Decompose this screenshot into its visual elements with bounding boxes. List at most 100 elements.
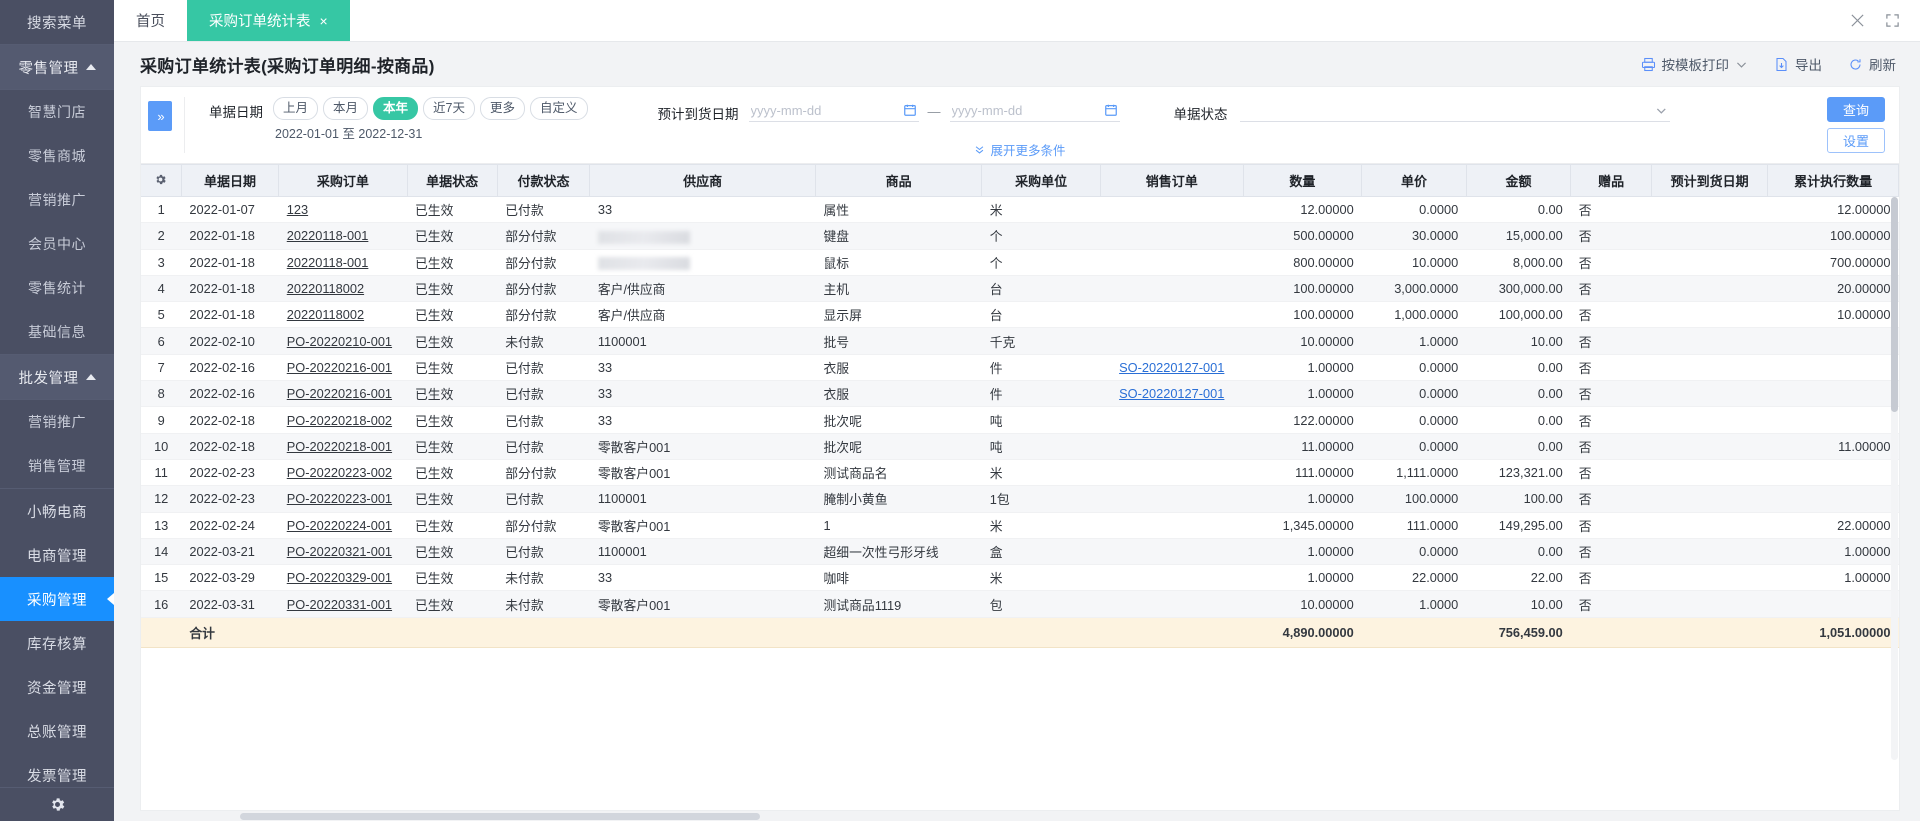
table-row[interactable]: 12 2022-02-23 PO-20220223-001 已生效 已付款 1100001… (141, 485, 1899, 513)
th-amount[interactable]: 金额 (1466, 164, 1572, 197)
tab-home[interactable]: 首页 (114, 0, 187, 41)
cell-purchase-order-link[interactable]: PO-20220329-001 (286, 570, 393, 586)
sidebar-item-marketing-promo-retail[interactable]: 营销推广 (0, 178, 114, 222)
quick-range-last-month[interactable]: 上月 (273, 97, 319, 120)
doc-status-input[interactable] (1241, 102, 1655, 118)
cell-purchase-order-link[interactable]: PO-20220210-001 (286, 333, 393, 349)
sidebar-item-fund-management[interactable]: 资金管理 (0, 665, 114, 709)
cell-sales-order-link[interactable]: SO-20220127-001 (1119, 386, 1225, 402)
table-row[interactable]: 2 2022-01-18 20220118-001 已生效 部分付款 键盘个 500.000… (141, 222, 1899, 250)
sidebar-item-smart-store[interactable]: 智慧门店 (0, 90, 114, 134)
cell-purchase-order[interactable]: PO-20220224-001 (278, 512, 407, 539)
sidebar-item-purchase-management[interactable]: 采购管理 (0, 577, 114, 621)
eta-from-field[interactable] (748, 101, 919, 122)
th-unit-price[interactable]: 单价 (1361, 164, 1467, 197)
cell-purchase-order[interactable]: PO-20220329-001 (278, 564, 407, 592)
sidebar-search-menu[interactable]: 搜索菜单 (0, 0, 114, 44)
table-row[interactable]: 11 2022-02-23 PO-20220223-002 已生效 部分付款 零散客户00… (141, 459, 1899, 487)
cell-purchase-order-link[interactable]: PO-20220223-002 (286, 465, 393, 481)
table-row[interactable]: 14 2022-03-21 PO-20220321-001 已生效 已付款 1100001… (141, 538, 1899, 566)
cell-purchase-order[interactable]: PO-20220216-001 (278, 380, 407, 408)
eta-from-input[interactable] (750, 102, 903, 118)
cell-purchase-order[interactable]: 20220118-001 (278, 249, 407, 276)
cell-purchase-order[interactable]: 123 (278, 196, 407, 224)
sidebar-item-sales-management[interactable]: 销售管理 (0, 444, 114, 488)
table-row[interactable]: 8 2022-02-16 PO-20220216-001 已生效 已付款 33 衣服件 SO-… (141, 380, 1899, 408)
cell-purchase-order[interactable]: PO-20220216-001 (278, 354, 407, 382)
fullscreen-icon[interactable] (1885, 13, 1900, 28)
eta-to-field[interactable] (949, 101, 1120, 122)
th-gift[interactable]: 赠品 (1570, 164, 1652, 197)
expand-more-conditions[interactable]: 展开更多条件 (974, 140, 1066, 159)
quick-range-this-month[interactable]: 本月 (323, 97, 369, 120)
quick-range-last-7-days[interactable]: 近7天 (423, 97, 475, 120)
cell-purchase-order-link[interactable]: 20220118-001 (286, 228, 369, 244)
th-doc-status[interactable]: 单据状态 (407, 164, 498, 197)
sidebar-item-inventory-accounting[interactable]: 库存核算 (0, 621, 114, 665)
calendar-icon[interactable] (1104, 103, 1118, 117)
cell-purchase-order-link[interactable]: PO-20220218-001 (286, 438, 393, 454)
cell-sales-order[interactable]: SO-20220127-001 (1100, 354, 1243, 382)
sidebar-group-retail[interactable]: 零售管理 (0, 45, 114, 89)
tab-close-icon[interactable]: × (319, 12, 328, 29)
table-row[interactable]: 9 2022-02-18 PO-20220218-002 已生效 已付款 33 批次呢吨 12… (141, 406, 1899, 434)
chevron-down-icon[interactable] (1735, 58, 1748, 71)
cell-purchase-order[interactable]: PO-20220218-002 (278, 406, 407, 434)
th-cumulative-qty[interactable]: 累计执行数量 (1767, 164, 1899, 197)
cell-purchase-order-link[interactable]: PO-20220216-001 (286, 386, 393, 402)
export-button[interactable]: 导出 (1774, 54, 1822, 74)
sidebar-item-xiaochang-ecommerce[interactable]: 小畅电商 (0, 489, 114, 533)
sidebar-item-general-ledger[interactable]: 总账管理 (0, 709, 114, 753)
table-row[interactable]: 10 2022-02-18 PO-20220218-001 已生效 已付款 零散客户001… (141, 433, 1899, 460)
cell-purchase-order-link[interactable]: PO-20220331-001 (286, 596, 393, 612)
column-settings-icon[interactable] (141, 164, 182, 197)
refresh-button[interactable]: 刷新 (1848, 54, 1896, 74)
close-icon[interactable] (1850, 13, 1865, 28)
cell-purchase-order-link[interactable]: 20220118-001 (286, 254, 369, 270)
settings-button[interactable]: 设置 (1827, 128, 1885, 153)
sidebar-item-retail-mall[interactable]: 零售商城 (0, 134, 114, 178)
table-row[interactable]: 5 2022-01-18 20220118002 已生效 部分付款 客户/供应商 显示屏台 1… (141, 301, 1899, 329)
quick-range-custom[interactable]: 自定义 (530, 97, 588, 120)
cell-purchase-order-link[interactable]: PO-20220223-001 (286, 491, 393, 507)
cell-purchase-order[interactable]: 20220118002 (278, 275, 407, 303)
th-supplier[interactable]: 供应商 (589, 164, 816, 197)
sidebar-item-basic-info[interactable]: 基础信息 (0, 310, 114, 354)
cell-purchase-order[interactable]: 20220118-001 (278, 222, 407, 250)
cell-purchase-order-link[interactable]: PO-20220216-001 (286, 359, 393, 375)
query-button[interactable]: 查询 (1827, 97, 1885, 122)
cell-purchase-order[interactable]: PO-20220223-002 (278, 459, 407, 487)
th-doc-date[interactable]: 单据日期 (181, 164, 280, 197)
cell-purchase-order-link[interactable]: 20220118002 (286, 281, 365, 297)
gear-icon[interactable] (49, 796, 66, 813)
sidebar-item-marketing-promo-wholesale[interactable]: 营销推广 (0, 400, 114, 444)
cell-purchase-order-link[interactable]: 123 (286, 202, 309, 218)
cell-purchase-order[interactable]: 20220118002 (278, 301, 407, 329)
cell-purchase-order[interactable]: PO-20220331-001 (278, 590, 407, 618)
table-row[interactable]: 1 2022-01-07 123 已生效 已付款 33 属性米 12.00000 0.0000 0… (141, 196, 1899, 224)
sidebar-item-member-center[interactable]: 会员中心 (0, 222, 114, 266)
table-row[interactable]: 16 2022-03-31 PO-20220331-001 已生效 未付款 零散客户001… (141, 590, 1899, 618)
th-pay-status[interactable]: 付款状态 (497, 164, 591, 197)
table-row[interactable]: 15 2022-03-29 PO-20220329-001 已生效 未付款 33 咖啡米 1.… (141, 564, 1899, 592)
quick-range-more[interactable]: 更多 (480, 97, 526, 120)
th-product[interactable]: 商品 (815, 164, 983, 197)
sidebar-group-wholesale[interactable]: 批发管理 (0, 355, 114, 399)
calendar-icon[interactable] (903, 103, 917, 117)
quick-range-this-year[interactable]: 本年 (373, 97, 419, 120)
table-row[interactable]: 4 2022-01-18 20220118002 已生效 部分付款 客户/供应商 主机台 10… (141, 275, 1899, 303)
cell-purchase-order-link[interactable]: 20220118002 (286, 307, 365, 323)
th-quantity[interactable]: 数量 (1243, 164, 1363, 197)
table-row[interactable]: 13 2022-02-24 PO-20220224-001 已生效 部分付款 零散客户00… (141, 512, 1899, 539)
print-template-button[interactable]: 按模板打印 (1641, 54, 1749, 74)
th-eta-date[interactable]: 预计到货日期 (1651, 164, 1769, 197)
cell-sales-order-link[interactable]: SO-20220127-001 (1119, 359, 1225, 375)
cell-purchase-order[interactable]: PO-20220210-001 (278, 327, 407, 355)
cell-sales-order[interactable]: SO-20220127-001 (1100, 380, 1243, 408)
sidebar-item-ecommerce-management[interactable]: 电商管理 (0, 533, 114, 577)
cell-purchase-order-link[interactable]: PO-20220218-002 (286, 412, 393, 428)
table-row[interactable]: 7 2022-02-16 PO-20220216-001 已生效 已付款 33 衣服件 SO-… (141, 354, 1899, 382)
collapse-filter-button[interactable]: » (148, 101, 172, 131)
cell-purchase-order[interactable]: PO-20220321-001 (278, 538, 407, 566)
eta-to-input[interactable] (951, 102, 1104, 118)
